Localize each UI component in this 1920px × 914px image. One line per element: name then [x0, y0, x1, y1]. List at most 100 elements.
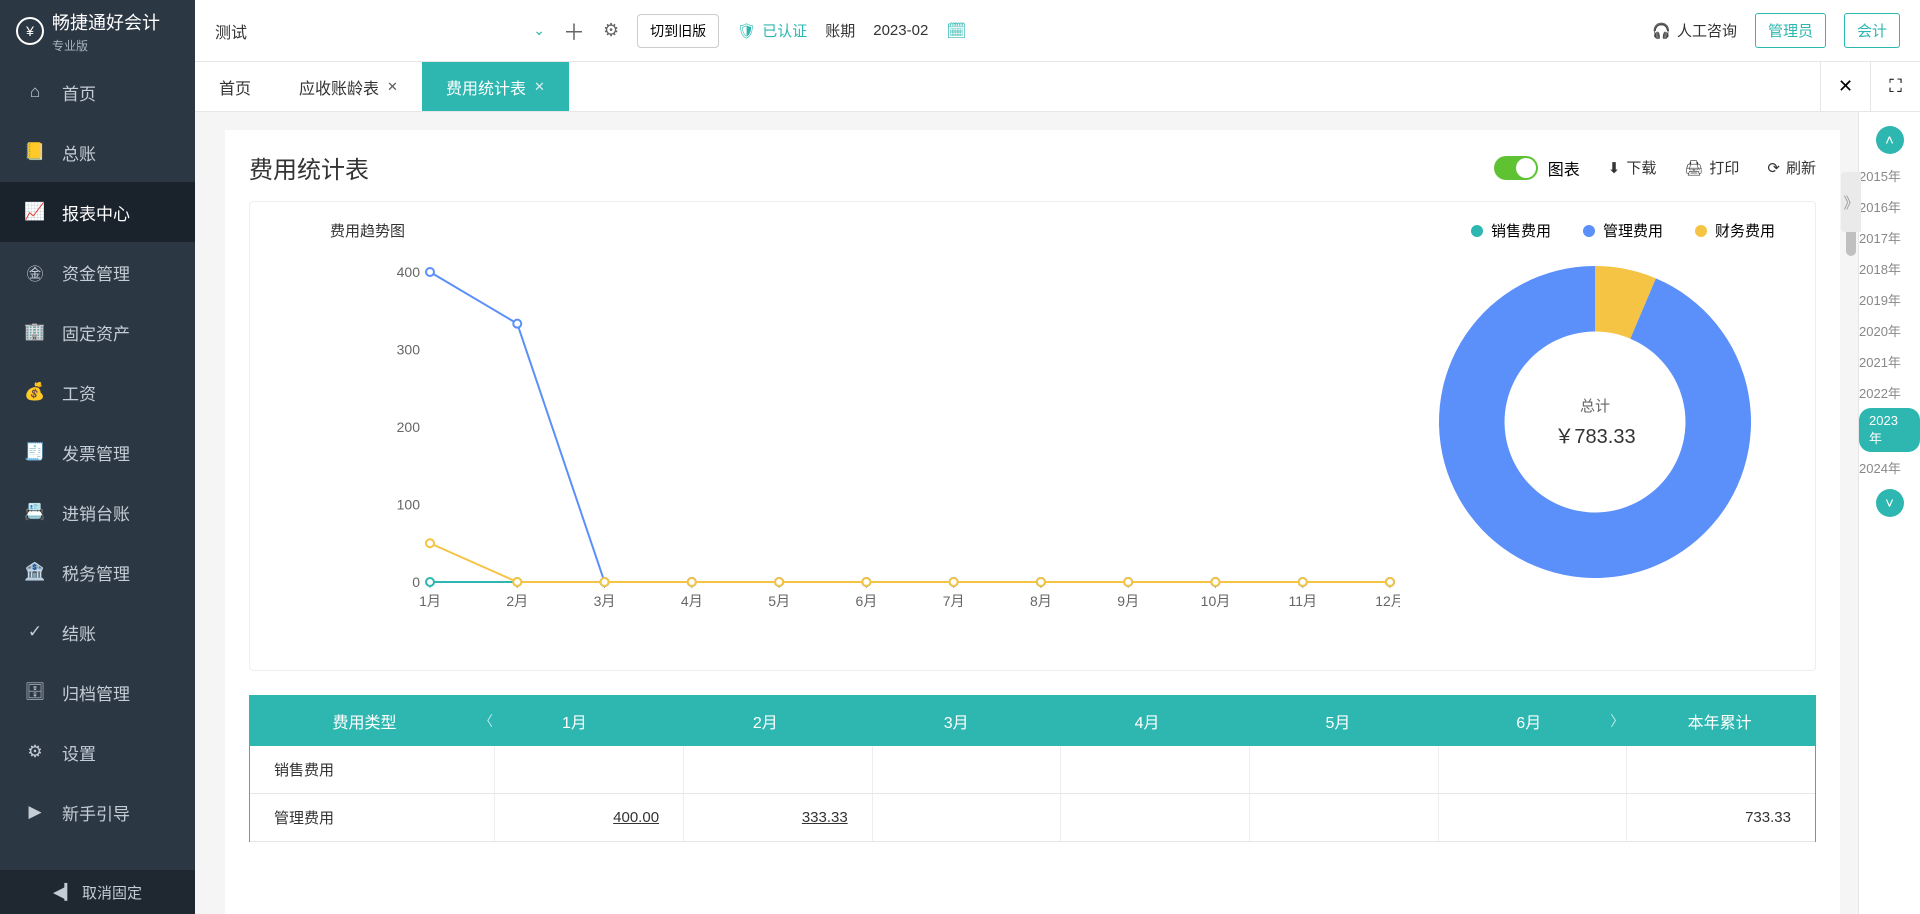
svg-text:11月: 11月 [1288, 593, 1317, 609]
add-icon[interactable]: ＋ [563, 15, 585, 47]
tab-0[interactable]: 首页 [195, 62, 275, 111]
year-item[interactable]: 2019年 [1859, 284, 1920, 315]
sidebar-item-3[interactable]: ㊎资金管理 [0, 242, 195, 302]
svg-text:9月: 9月 [1117, 593, 1139, 609]
verified-badge[interactable]: 🛡 已认证 [737, 20, 807, 41]
unpin-label: 取消固定 [82, 882, 142, 903]
table-cell [494, 746, 683, 793]
sidebar-item-2[interactable]: 📈 报表中心 [0, 182, 195, 242]
nav-label: 税务管理 [62, 560, 130, 585]
nav-icon: ▶ [24, 801, 46, 823]
year-item[interactable]: 2020年 [1859, 315, 1920, 346]
tab-close-icon[interactable]: ✕ [534, 79, 545, 95]
download-icon: ⬇ [1608, 159, 1621, 177]
year-item[interactable]: 2015年 [1859, 160, 1920, 191]
support-link[interactable]: 🎧 人工咨询 [1652, 20, 1737, 41]
chart-toggle-label: 图表 [1548, 156, 1580, 180]
sidebar-item-8[interactable]: 🏦税务管理 [0, 542, 195, 602]
calendar-icon[interactable]: 🗓 [946, 21, 966, 41]
nav-label: 首页 [62, 80, 96, 105]
year-item[interactable]: 2023年 [1859, 408, 1920, 452]
period-value[interactable]: 2023-02 [873, 22, 928, 39]
rail-up-icon[interactable]: ˄ [1876, 126, 1904, 154]
tab-2[interactable]: 费用统计表✕ [422, 62, 569, 111]
table-cell[interactable]: 400.00 [494, 794, 683, 841]
nav-label: 报表中心 [62, 200, 130, 225]
brand-name: 畅捷通好会计 [52, 13, 160, 33]
svg-text:0: 0 [412, 574, 420, 590]
sidebar-item-10[interactable]: 🗄归档管理 [0, 662, 195, 722]
table-header-cell: 2月 [670, 709, 861, 733]
sidebar-item-6[interactable]: 🧾 发票管理 [0, 422, 195, 482]
fullscreen-icon[interactable]: ⛶ [1870, 62, 1920, 112]
legend-item[interactable]: 销售费用 [1471, 220, 1551, 241]
switch-old-button[interactable]: 切到旧版 [637, 14, 719, 48]
year-item[interactable]: 2016年 [1859, 191, 1920, 222]
rail-down-icon[interactable]: ˅ [1876, 489, 1904, 517]
row-total [1626, 746, 1815, 793]
table-cell [1249, 746, 1438, 793]
sidebar-item-7[interactable]: 📇进销台账 [0, 482, 195, 542]
nav-icon: 📈 [24, 201, 46, 223]
row-total: 733.33 [1626, 794, 1815, 841]
table-header-cell: 4月 [1052, 709, 1243, 733]
table-header: 费用类型〈1月2月3月4月5月6月〉本年累计 [250, 696, 1815, 746]
download-button[interactable]: ⬇下载 [1608, 157, 1657, 178]
nav-icon: 🧾 [24, 441, 46, 463]
nav-icon: ⚙ [24, 741, 46, 763]
scrollbar[interactable] [1844, 174, 1858, 644]
logo[interactable]: ¥ 畅捷通好会计 专业版 [0, 0, 195, 62]
sidebar-item-0[interactable]: ⌂首页 [0, 62, 195, 122]
table-cell [1438, 794, 1627, 841]
svg-text:8月: 8月 [1030, 593, 1052, 609]
account-selector[interactable]: 测试 ⌄ [215, 13, 545, 49]
legend-item[interactable]: 财务费用 [1695, 220, 1775, 241]
refresh-button[interactable]: ⟳刷新 [1767, 157, 1816, 178]
sidebar-item-1[interactable]: 📒总账 [0, 122, 195, 182]
sidebar-item-5[interactable]: 💰工资 [0, 362, 195, 422]
table-cell [1060, 746, 1249, 793]
year-item[interactable]: 2022年 [1859, 377, 1920, 408]
svg-text:300: 300 [397, 342, 421, 358]
chart-toggle[interactable] [1494, 156, 1538, 180]
legend: 销售费用 管理费用 财务费用 [1471, 220, 1775, 241]
svg-text:3月: 3月 [594, 593, 616, 609]
period-label: 账期 [825, 20, 855, 41]
close-tab-icon[interactable]: ✕ [1820, 62, 1870, 112]
legend-item[interactable]: 管理费用 [1583, 220, 1663, 241]
gear-icon[interactable]: ⚙ [603, 20, 619, 41]
table-cell [1060, 794, 1249, 841]
table-header-cell: 6月 [1433, 709, 1624, 733]
donut-center: 总计 ￥783.33 [1435, 262, 1755, 582]
expense-table: 费用类型〈1月2月3月4月5月6月〉本年累计 销售费用管理费用400.00333… [249, 695, 1816, 842]
topbar: 测试 ⌄ ＋ ⚙ 切到旧版 🛡 已认证 账期 2023-02 🗓 🎧 人工咨询 … [195, 0, 1920, 62]
nav-label: 发票管理 [62, 440, 130, 465]
sidebar-item-4[interactable]: 🏢固定资产 [0, 302, 195, 362]
table-header-cell: 〉本年累计 [1624, 709, 1815, 733]
tab-close-icon[interactable]: ✕ [387, 79, 398, 95]
role-admin[interactable]: 管理员 [1755, 13, 1826, 48]
nav-icon: 📇 [24, 501, 46, 523]
chart-title: 费用趋势图 [330, 220, 405, 241]
table-header-cell: 1月 [479, 709, 670, 733]
year-item[interactable]: 2017年 [1859, 222, 1920, 253]
table-cell[interactable]: 333.33 [683, 794, 872, 841]
year-item[interactable]: 2018年 [1859, 253, 1920, 284]
sidebar-item-9[interactable]: ✓结账 [0, 602, 195, 662]
role-accountant[interactable]: 会计 [1844, 13, 1900, 48]
next-months-icon[interactable]: 〉 [1610, 711, 1624, 731]
legend-dot [1471, 225, 1483, 237]
table-row: 销售费用 [250, 746, 1815, 794]
chart-panel: 费用趋势图 销售费用管理费用财务费用 01002003004001月2月3月4月… [249, 201, 1816, 671]
sidebar-item-11[interactable]: ⚙设置 [0, 722, 195, 782]
tab-1[interactable]: 应收账龄表✕ [275, 62, 422, 111]
rail-collapse-icon[interactable]: 》 [1841, 172, 1861, 232]
refresh-icon: ⟳ [1767, 159, 1780, 177]
year-item[interactable]: 2024年 [1859, 452, 1920, 483]
year-item[interactable]: 2021年 [1859, 346, 1920, 377]
print-button[interactable]: 🖨打印 [1684, 157, 1739, 178]
nav-icon: 💰 [24, 381, 46, 403]
sidebar-item-12[interactable]: ▶新手引导 [0, 782, 195, 842]
unpin-button[interactable]: ◀▎ 取消固定 [0, 870, 195, 914]
legend-dot [1583, 225, 1595, 237]
